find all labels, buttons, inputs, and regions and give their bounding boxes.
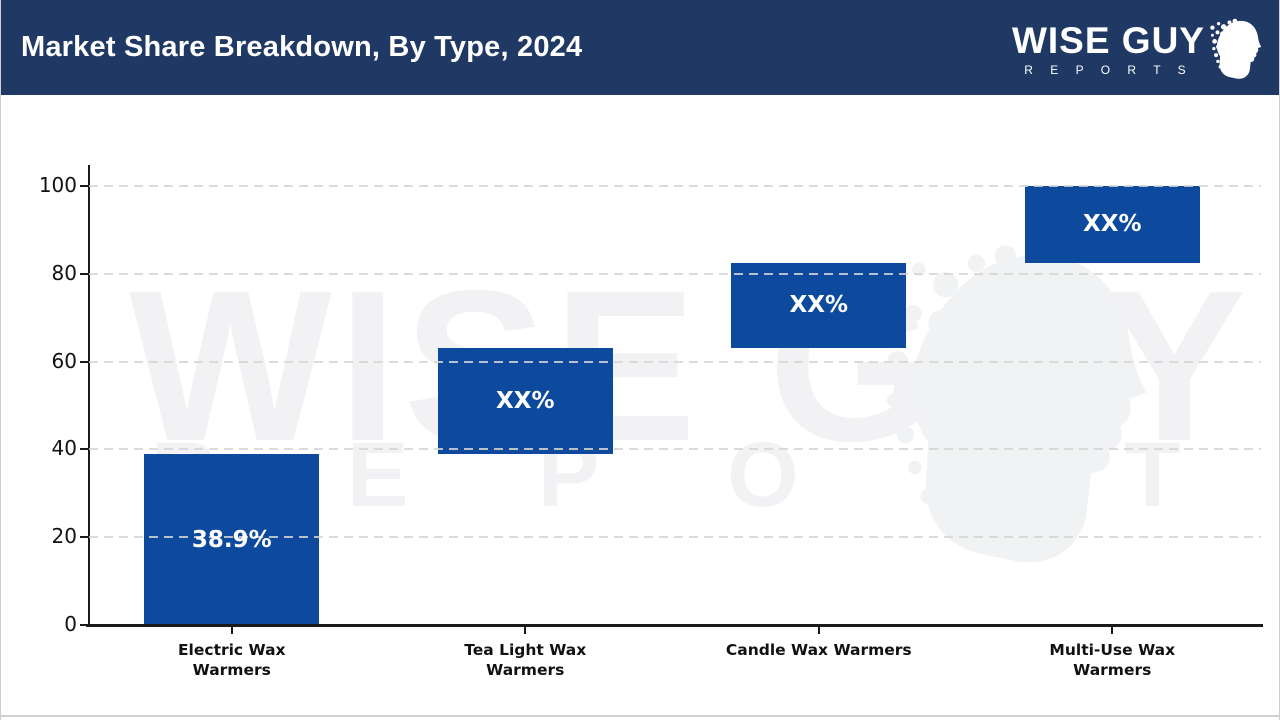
y-tick-label-80: 80 [51,260,77,285]
gridline-20 [89,536,1261,539]
logo-subtitle: R E P O R T S [1024,62,1193,77]
category-label-3: Candle Wax Warmers [679,640,959,660]
watermark-head-icon [878,245,1147,563]
bar-value-label-2: XX% [495,387,555,414]
bottom-divider [1,715,1279,717]
category-label-line: Warmers [192,661,271,679]
gridline-80 [89,272,1261,275]
wiseguy-logo: WISE GUY R E P O R T S [1012,7,1265,91]
y-tick-label-100: 100 [38,173,77,197]
gridline-100 [89,185,1261,187]
y-tick-60 [80,360,88,363]
bar-segment-1 [144,454,320,625]
wiseguy-logo-text: WISE GUY R E P O R T S [1011,19,1205,77]
y-tick-100 [80,185,88,187]
y-tick-label-40: 40 [51,436,77,461]
category-label-line: Warmers [486,661,565,679]
wiseguy-head-icon [1210,18,1262,79]
bar-segment-3 [731,262,907,348]
bar-value-label-1: 38.9% [191,526,272,553]
category-label-line: Electric Wax [177,641,286,659]
gridline-60 [89,360,1261,363]
y-tick-20 [80,536,88,539]
category-label-line: Tea Light Wax [464,641,587,659]
category-label-4: Multi-Use Wax Warmers [972,640,1252,680]
bar-segment-4 [1024,186,1200,263]
header-bar: Market Share Breakdown, By Type, 2024 WI… [1,0,1279,95]
bar-segment-2 [437,347,613,455]
y-tick-label-60: 60 [51,348,77,373]
page-title: Market Share Breakdown, By Type, 2024 [21,31,583,63]
x-tick-1 [230,627,233,634]
category-label-line: Warmers [1073,661,1152,679]
x-tick-3 [817,627,820,634]
y-tick-label-20: 20 [51,524,77,549]
y-tick-40 [80,448,88,451]
y-tick-80 [80,272,88,275]
x-tick-4 [1111,627,1114,634]
y-tick-label-0: 0 [64,612,77,636]
category-label-line: Candle Wax Warmers [725,641,912,659]
y-axis-line [88,165,90,627]
x-tick-2 [524,627,527,634]
category-label-2: Tea Light Wax Warmers [385,640,665,680]
category-label-line: Multi-Use Wax [1049,641,1176,659]
bar-value-label-3: XX% [789,292,848,319]
y-tick-0 [80,624,88,626]
gridline-40 [89,448,1261,451]
logo-wordmark: WISE GUY [1011,19,1205,61]
x-axis-line [86,624,1263,627]
category-label-1: Electric Wax Warmers [92,640,372,680]
bar-value-label-4: XX% [1082,211,1142,238]
